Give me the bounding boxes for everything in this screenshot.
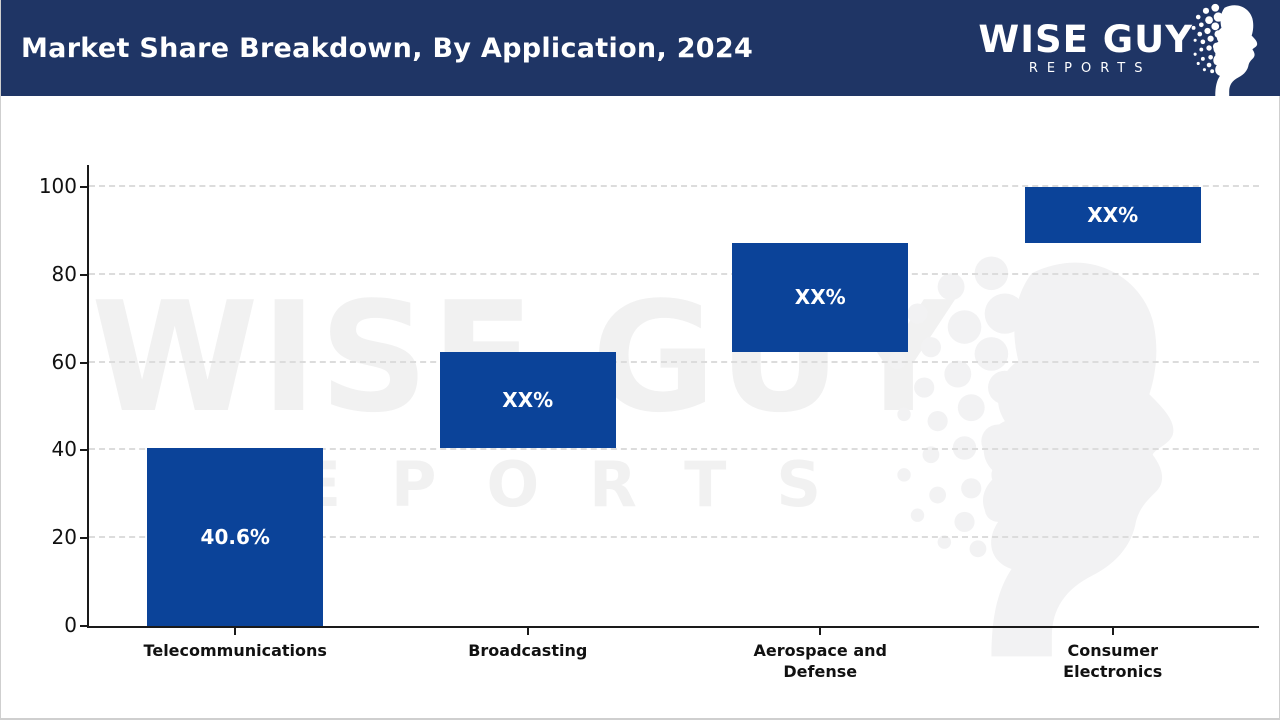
y-tick-mark — [80, 537, 88, 540]
x-axis-line — [87, 626, 1259, 628]
gridline-60 — [89, 360, 1259, 363]
wise-guy-logo: WISE GUY REPORTS — [978, 0, 1280, 96]
y-tick-label: 80 — [51, 261, 77, 286]
x-tick-mark — [234, 628, 237, 635]
bar-aerospace-and-defense: XX% — [732, 242, 909, 352]
bar-broadcasting: XX% — [439, 351, 616, 448]
y-tick-label: 20 — [51, 525, 77, 550]
y-tick-label: 0 — [64, 613, 77, 637]
bar-value-label: XX% — [502, 387, 554, 412]
y-tick-mark — [80, 361, 88, 364]
gridline-20 — [89, 536, 1259, 539]
header: Market Share Breakdown, By Application, … — [1, 0, 1280, 96]
x-axis-label: Consumer Electronics — [1063, 641, 1163, 681]
x-tick-mark — [819, 628, 822, 635]
y-tick-mark — [80, 625, 88, 627]
bar-consumer-electronics: XX% — [1024, 187, 1201, 243]
bar-value-label: XX% — [1087, 202, 1139, 227]
x-tick-mark — [526, 628, 529, 635]
x-axis-label: Broadcasting — [468, 641, 588, 660]
y-tick-mark — [80, 186, 88, 188]
logo-subtitle: REPORTS — [1028, 60, 1152, 76]
plot-area: 40.6% XX% XX% XX% — [89, 185, 1259, 626]
gridline-80 — [89, 272, 1259, 275]
x-tick-mark — [1111, 628, 1114, 635]
y-tick-label: 100 — [38, 174, 77, 198]
y-tick-label: 40 — [51, 437, 77, 462]
y-tick-mark — [80, 449, 88, 452]
x-axis-label: Telecommunications — [143, 641, 327, 660]
gridline-40 — [89, 448, 1259, 451]
gridline-100 — [89, 185, 1259, 187]
chart-area: WISE GUY REPORTS 40.6% XX% XX% XX% 0 20 40 60 8… — [1, 96, 1279, 718]
chart-title: Market Share Breakdown, By Application, … — [21, 32, 754, 64]
x-axis-label: Aerospace and Defense — [753, 641, 887, 681]
logo-name: WISE GUY — [978, 17, 1193, 61]
y-axis-line — [87, 165, 89, 628]
y-tick-mark — [80, 273, 88, 276]
y-tick-label: 60 — [51, 349, 77, 374]
bar-telecommunications: 40.6% — [147, 447, 324, 626]
bar-value-label: XX% — [794, 285, 846, 310]
bar-value-label: 40.6% — [200, 524, 270, 549]
logo-text: WISE GUY REPORTS — [978, 21, 1193, 76]
